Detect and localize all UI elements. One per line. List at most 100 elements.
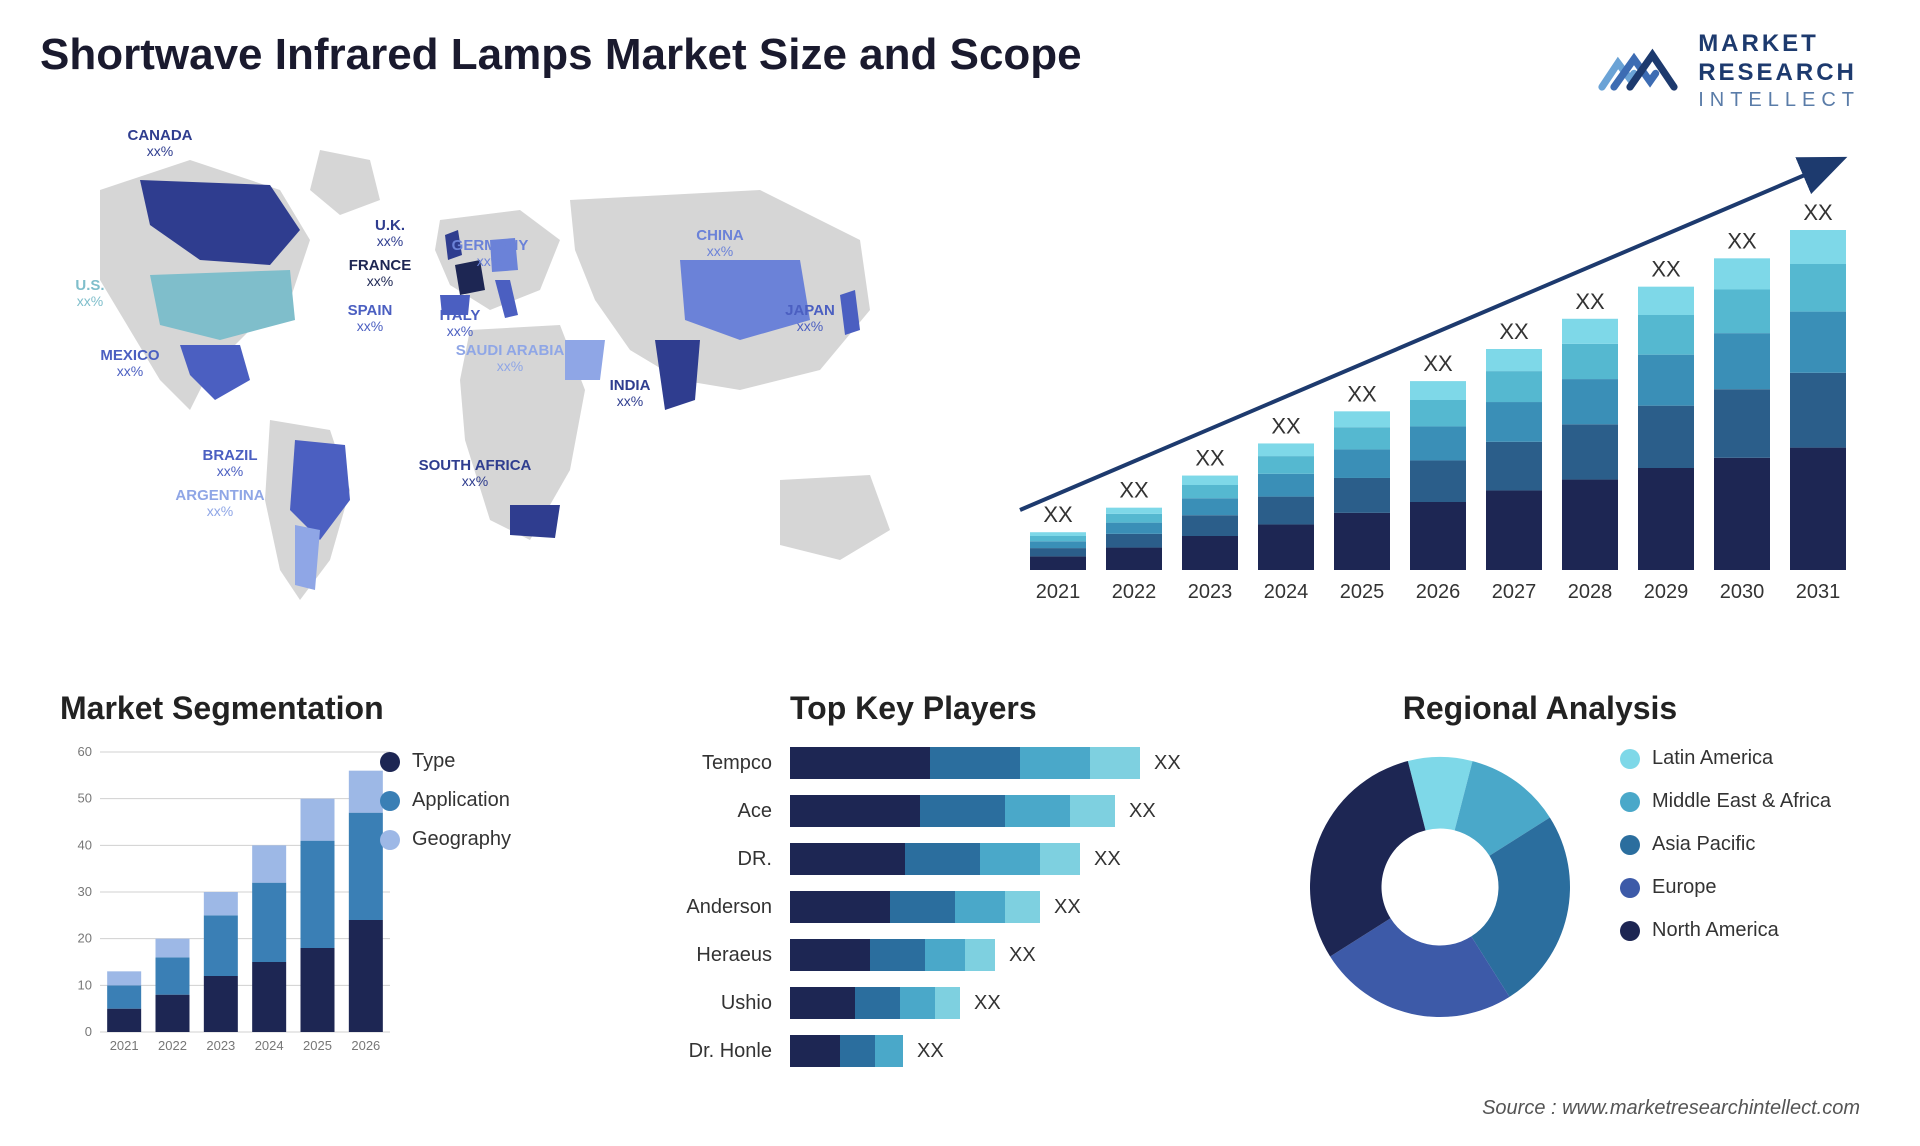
svg-text:XX: XX [1499,319,1529,344]
main-bar-segment [1790,448,1846,570]
regional-legend-item: North America [1620,919,1831,942]
player-bar-segment [790,747,930,779]
main-bar-segment [1334,427,1390,449]
svg-text:XX: XX [1727,228,1757,253]
main-bar-segment [1638,406,1694,468]
player-row: AndersonXX [640,883,1260,931]
svg-text:2024: 2024 [1264,581,1309,603]
seg-bar-segment [156,939,190,958]
player-bar-segment [875,1035,903,1067]
svg-text:GERMANY: GERMANY [452,237,529,254]
segmentation-legend: TypeApplicationGeography [380,750,511,867]
legend-dot-icon [1620,878,1640,898]
main-bar-segment [1182,515,1238,536]
svg-text:xx%: xx% [707,243,733,259]
seg-bar-segment [204,976,238,1032]
player-value: XX [974,992,1001,1015]
player-bar: XX [790,1035,1260,1067]
segmentation-chart-svg: 0102030405060202120222023202420252026 [60,742,400,1062]
player-bar-segment [900,987,935,1019]
player-bar: XX [790,747,1260,779]
legend-dot-icon [380,752,400,772]
svg-text:XX: XX [1575,289,1605,314]
svg-text:XX: XX [1651,257,1681,282]
player-bar-segment [1005,795,1070,827]
svg-text:CHINA: CHINA [696,227,744,244]
main-bar-segment [1562,424,1618,479]
svg-text:2031: 2031 [1796,581,1841,603]
svg-text:XX: XX [1195,446,1225,471]
player-bar: XX [790,843,1260,875]
svg-text:2030: 2030 [1720,581,1765,603]
main-bar-segment [1334,411,1390,427]
svg-text:2022: 2022 [1112,581,1157,603]
svg-text:ITALY: ITALY [440,307,481,324]
main-bar-segment [1790,264,1846,312]
svg-text:SAUDI ARABIA: SAUDI ARABIA [456,342,565,359]
main-bar-segment [1334,513,1390,570]
main-bar-segment [1638,315,1694,355]
player-name: Dr. Honle [640,1040,790,1063]
brand-logo: MARKET RESEARCH INTELLECT [1598,30,1860,112]
seg-bar-segment [301,799,335,841]
main-bar-segment [1258,456,1314,474]
main-bar-segment [1182,485,1238,498]
svg-text:2026: 2026 [351,1038,380,1053]
seg-bar-segment [204,915,238,976]
map-country-label: U.K.xx% [375,217,405,249]
svg-text:2021: 2021 [1036,581,1081,603]
seg-bar-segment [349,813,383,920]
brand-line3: INTELLECT [1698,88,1860,112]
svg-text:2023: 2023 [1188,581,1233,603]
svg-text:2021: 2021 [110,1038,139,1053]
map-country-label: ARGENTINAxx% [175,487,264,519]
map-country-label: FRANCExx% [349,257,412,289]
svg-text:U.S.: U.S. [75,277,104,294]
player-bar-segment [1070,795,1115,827]
player-row: Ushio XX [640,979,1260,1027]
player-bar-segment [855,987,900,1019]
main-bar-segment [1486,402,1542,442]
svg-text:CANADA: CANADA [128,130,193,144]
main-bar-segment [1030,556,1086,570]
main-bar-segment [1258,524,1314,570]
player-bar-segment [790,795,920,827]
player-name: Anderson [640,896,790,919]
player-value: XX [917,1040,944,1063]
main-bar-segment [1030,532,1086,536]
svg-text:xx%: xx% [217,463,243,479]
regional-legend-item: Asia Pacific [1620,833,1831,856]
svg-text:50: 50 [78,791,92,806]
key-players-title: Top Key Players [790,690,1260,727]
main-bar-segment [1334,449,1390,478]
main-bar-segment [1638,287,1694,315]
main-bar-segment [1486,371,1542,402]
svg-text:xx%: xx% [147,143,173,159]
player-name: Tempco [640,752,790,775]
brand-line1: MARKET [1698,30,1860,59]
svg-text:MEXICO: MEXICO [100,347,160,364]
svg-text:SOUTH AFRICA: SOUTH AFRICA [419,457,532,474]
main-bar-chart: XX2021XX2022XX2023XX2024XX2025XX2026XX20… [1000,150,1860,620]
main-bar-segment [1562,379,1618,424]
svg-text:2023: 2023 [206,1038,235,1053]
legend-label: Application [412,789,510,812]
legend-dot-icon [1620,835,1640,855]
main-bar-segment [1410,381,1466,400]
main-bar-segment [1714,258,1770,289]
legend-label: Type [412,750,455,773]
svg-text:SPAIN: SPAIN [348,302,393,319]
seg-bar-segment [107,1009,141,1032]
svg-text:2028: 2028 [1568,581,1613,603]
svg-text:ARGENTINA: ARGENTINA [175,487,264,504]
player-row: HeraeusXX [640,931,1260,979]
key-players-section: Top Key Players TempcoXXAceXXDR.XXAnders… [640,690,1260,1075]
svg-text:U.K.: U.K. [375,217,405,234]
main-bar-segment [1486,490,1542,570]
legend-dot-icon [380,830,400,850]
player-name: Ushio [640,992,790,1015]
player-value: XX [1009,944,1036,967]
source-attribution: Source : www.marketresearchintellect.com [1482,1097,1860,1120]
main-bar-segment [1562,480,1618,570]
player-bar: XX [790,891,1260,923]
